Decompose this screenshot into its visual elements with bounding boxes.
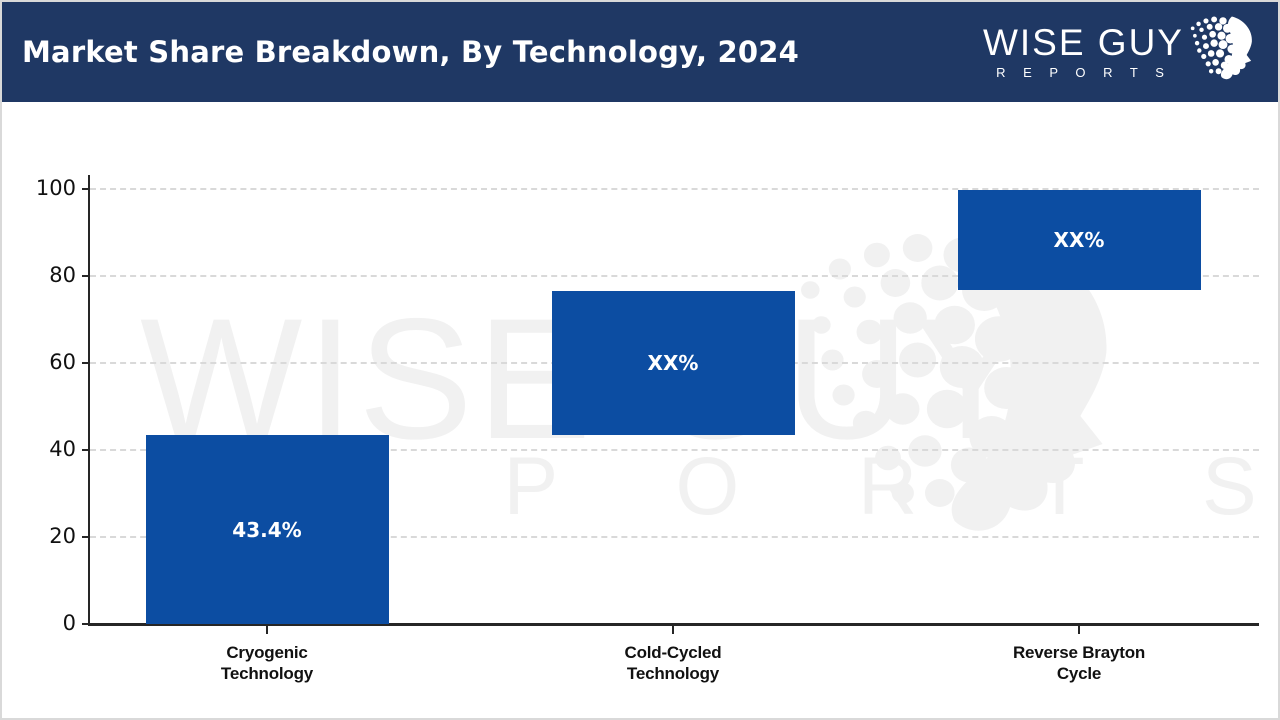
category-label-reverse-brayton-cycle: Reverse Brayton Cycle: [929, 642, 1229, 685]
bar-value-label: XX%: [647, 350, 699, 375]
category-label-line: Cycle: [1056, 664, 1102, 684]
y-axis-tick-mark: [82, 274, 89, 277]
category-label-cryogenic-technology: Cryogenic Technology: [117, 642, 417, 685]
x-axis-line: [88, 623, 1259, 626]
category-label-line: Reverse Brayton: [1012, 643, 1146, 662]
page-title: Market Share Breakdown, By Technology, 2…: [22, 35, 800, 69]
y-axis-tick-mark: [82, 361, 89, 364]
category-label-line: Technology: [220, 664, 314, 684]
y-axis-tick-label: 60: [49, 349, 76, 374]
category-label-line: Technology: [626, 664, 720, 684]
wiseguy-logo: WISE GUY R E P O R T S: [983, 12, 1260, 92]
y-axis-tick-label: 20: [49, 523, 76, 548]
y-axis-tick-label: 100: [35, 175, 76, 200]
wiseguy-logo-text: WISE GUY R E P O R T S: [983, 24, 1184, 80]
gridline: [90, 535, 1259, 538]
y-axis-tick-mark: [82, 623, 89, 625]
category-label-cold-cycled-technology: Cold-Cycled Technology: [523, 642, 823, 685]
watermark-face-icon: [801, 234, 1107, 531]
x-axis-tick-mark: [672, 626, 674, 634]
logo-tagline: R E P O R T S: [996, 65, 1171, 80]
bar-value-label: XX%: [1053, 228, 1105, 253]
bar-reverse-brayton-cycle: XX%: [957, 190, 1201, 290]
header-bar: Market Share Breakdown, By Technology, 2…: [2, 2, 1278, 102]
x-axis-tick-mark: [1078, 626, 1080, 634]
bar-cryogenic-technology: 43.4%: [145, 435, 389, 624]
y-axis-tick-mark: [82, 535, 89, 538]
chart-area: WISE GUY R E P O R T S 0 20 40 60 80 100 43.4%…: [2, 102, 1278, 718]
category-label-line: Cold-Cycled: [624, 643, 722, 662]
y-axis-tick-mark: [82, 187, 89, 190]
bar-value-label: 43.4%: [232, 517, 302, 542]
bar-cold-cycled-technology: XX%: [551, 290, 795, 436]
logo-name: WISE GUY: [982, 22, 1184, 63]
gridline: [90, 187, 1259, 190]
y-axis-tick-mark: [82, 448, 89, 451]
gridline: [90, 274, 1259, 277]
wiseguy-face-icon: [1190, 16, 1252, 80]
y-axis-tick-label: 40: [49, 436, 76, 461]
y-axis-line: [88, 175, 90, 626]
x-axis-tick-mark: [266, 626, 268, 634]
y-axis-tick-label: 80: [49, 262, 76, 287]
category-label-line: Cryogenic: [226, 643, 308, 662]
y-axis-tick-label: 0: [62, 611, 76, 635]
gridline: [90, 448, 1259, 451]
